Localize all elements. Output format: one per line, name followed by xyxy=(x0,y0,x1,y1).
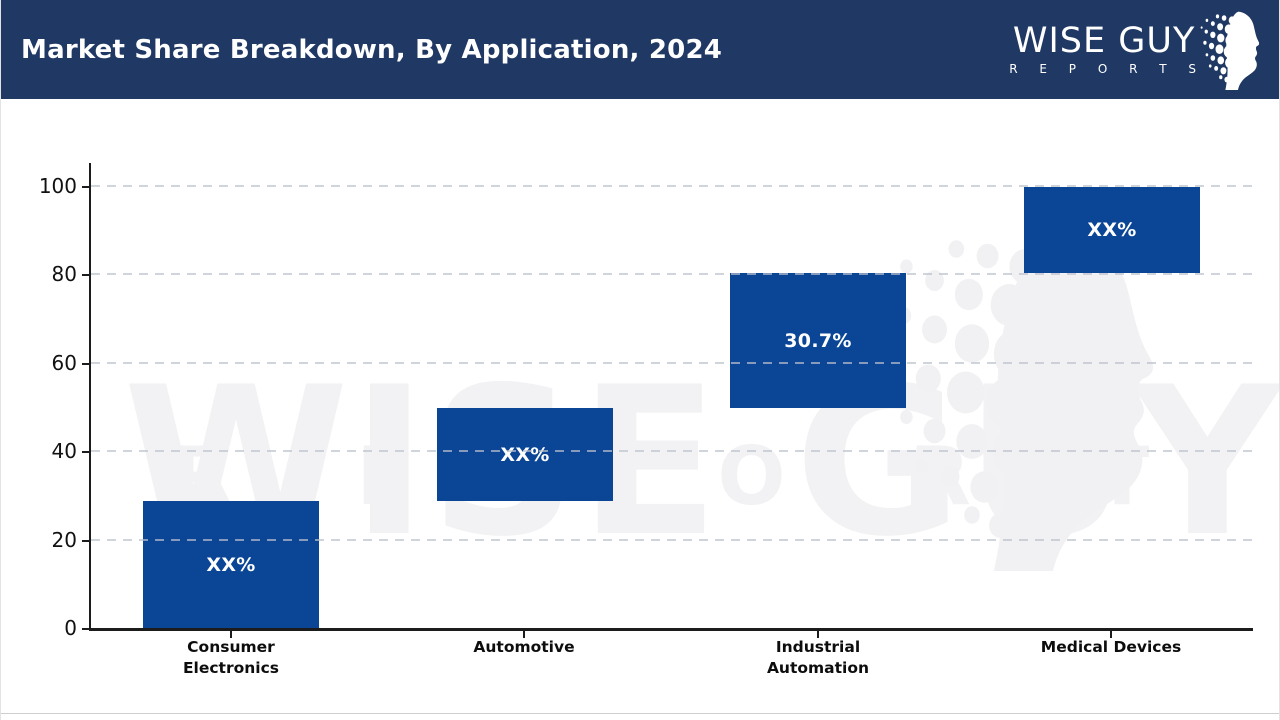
x-axis-line xyxy=(89,628,1253,631)
bar-industrial-automation: 30.7% xyxy=(730,273,906,408)
y-axis-line xyxy=(89,163,91,630)
bar-value-label: XX% xyxy=(500,443,550,466)
bar-value-label: XX% xyxy=(1087,219,1137,241)
y-tick-label: 0 xyxy=(64,616,77,640)
y-tick-mark xyxy=(82,451,89,453)
x-tick-mark xyxy=(817,631,819,638)
logo-name-text: WISE GUY xyxy=(1012,21,1196,61)
gridline-60 xyxy=(91,362,1253,364)
bar-medical-devices: XX% xyxy=(1024,187,1200,273)
y-tick-mark xyxy=(82,363,89,365)
y-tick-label: 40 xyxy=(51,439,77,463)
y-tick-label: 100 xyxy=(38,174,77,198)
y-tick-mark xyxy=(82,628,89,630)
x-tick-mark xyxy=(523,631,525,638)
bar-consumer-electronics: XX% xyxy=(143,501,319,628)
x-tick-mark xyxy=(1110,631,1112,638)
bar-value-label: XX% xyxy=(206,553,256,576)
category-label-medical-devices: Medical Devices xyxy=(1040,638,1182,656)
figure-bottom-border xyxy=(1,713,1279,714)
category-label-automotive: Automotive xyxy=(473,638,575,656)
wiseguy-face-icon xyxy=(1200,11,1260,90)
chart-title: Market Share Breakdown, By Application, … xyxy=(21,34,723,65)
logo-tagline-text: R E P O R T S xyxy=(1009,62,1205,76)
y-tick-label: 60 xyxy=(51,351,77,375)
gridline-80 xyxy=(91,273,1253,275)
y-tick-mark xyxy=(82,186,89,188)
header-bar: Market Share Breakdown, By Application, … xyxy=(1,0,1279,99)
wiseguy-logo: WISE GUY R E P O R T S xyxy=(1003,10,1279,90)
chart-plot-area: WISE GUY R E P O R T S XX% XX% 30.7% XX% xyxy=(1,99,1279,713)
bar-value-label: 30.7% xyxy=(784,329,852,352)
gridline-20 xyxy=(91,539,1253,541)
y-tick-label: 80 xyxy=(51,262,77,286)
x-tick-mark xyxy=(230,631,232,638)
y-tick-mark xyxy=(82,274,89,276)
category-label-consumer-electronics: Consumer Electronics xyxy=(182,638,280,677)
gridline-40 xyxy=(91,450,1253,452)
category-label-industrial-automation: Industrial Automation xyxy=(766,638,870,677)
y-tick-label: 20 xyxy=(51,528,77,552)
gridline-100 xyxy=(91,185,1253,187)
bar-automotive: XX% xyxy=(437,408,613,501)
y-tick-mark xyxy=(82,540,89,542)
